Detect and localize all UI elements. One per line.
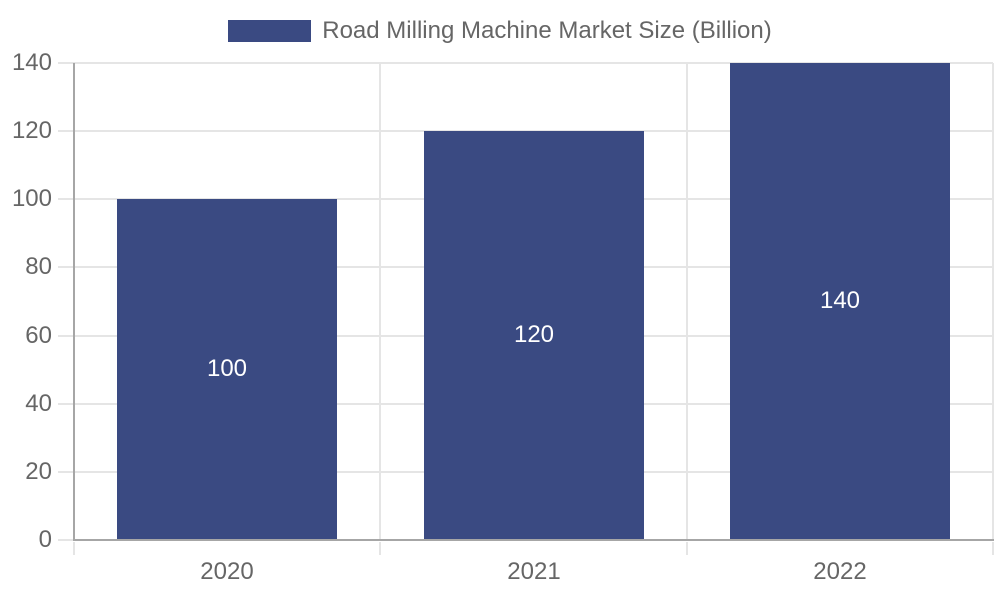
x-axis-tick-label: 2021 <box>507 558 561 585</box>
y-axis-tick-label: 100 <box>11 185 52 212</box>
y-axis-tick-mark <box>58 335 74 337</box>
y-axis-tick-mark <box>58 471 74 473</box>
y-axis-tick-mark <box>58 266 74 268</box>
y-axis-tick-label: 60 <box>25 322 52 349</box>
x-axis-tick-label: 2020 <box>200 558 254 585</box>
y-axis-tick-mark <box>58 130 74 132</box>
y-axis-line <box>73 63 75 540</box>
bar <box>730 63 950 539</box>
bar-value-label: 140 <box>819 287 861 314</box>
gridline-horizontal <box>74 62 993 64</box>
y-axis-tick-mark <box>58 539 74 541</box>
x-axis-tick-mark <box>379 542 381 555</box>
bar <box>424 131 644 539</box>
y-axis-tick-mark <box>58 198 74 200</box>
bar-value-label: 100 <box>206 355 248 382</box>
legend-swatch <box>228 20 312 42</box>
y-axis-tick-label: 120 <box>11 117 52 144</box>
x-axis-line <box>73 539 994 541</box>
y-axis-tick-mark <box>58 403 74 405</box>
x-axis-tick-mark <box>992 542 994 555</box>
x-axis-tick-mark <box>73 542 75 555</box>
bar-value-label: 120 <box>513 321 555 348</box>
y-axis-tick-label: 140 <box>11 49 52 76</box>
x-axis-tick-label: 2022 <box>813 558 867 585</box>
legend-label: Road Milling Machine Market Size (Billio… <box>322 17 772 44</box>
y-axis-tick-label: 80 <box>25 253 52 280</box>
x-axis-tick-mark <box>686 542 688 555</box>
gridline-vertical <box>686 63 688 540</box>
chart-legend[interactable]: Road Milling Machine Market Size (Billio… <box>0 17 1000 45</box>
gridline-vertical <box>379 63 381 540</box>
y-axis-tick-label: 40 <box>25 390 52 417</box>
gridline-vertical <box>992 63 994 540</box>
y-axis-tick-label: 0 <box>38 526 52 553</box>
y-axis-tick-label: 20 <box>25 458 52 485</box>
y-axis-tick-mark <box>58 62 74 64</box>
bar <box>117 199 337 539</box>
